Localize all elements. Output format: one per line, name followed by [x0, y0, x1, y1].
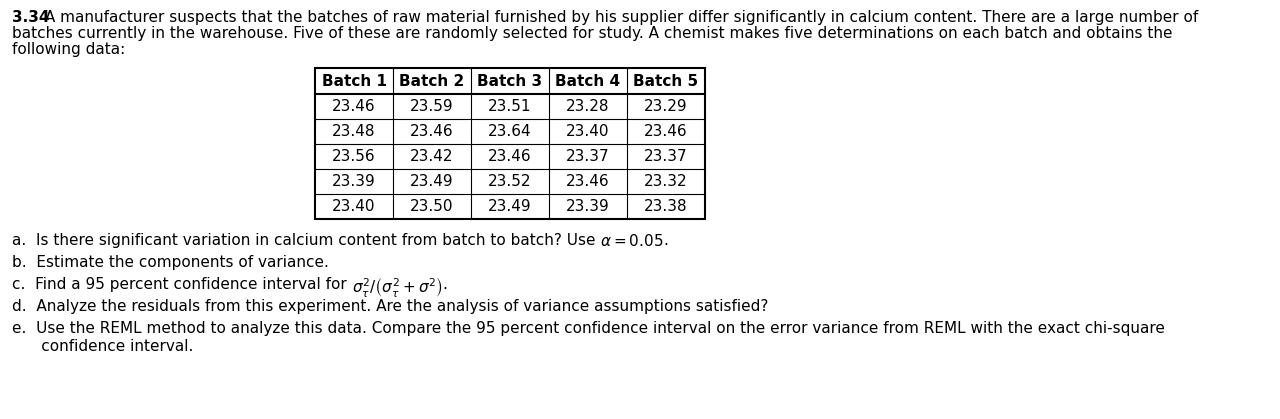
Text: Batch 2: Batch 2	[399, 73, 465, 88]
Text: .: .	[664, 233, 668, 248]
Text: confidence interval.: confidence interval.	[12, 339, 193, 354]
Text: 23.38: 23.38	[644, 199, 687, 214]
Text: 23.56: 23.56	[333, 149, 376, 164]
Text: Batch 3: Batch 3	[477, 73, 543, 88]
Text: 23.48: 23.48	[333, 124, 376, 139]
Text: .: .	[443, 277, 448, 292]
Text: Batch 4: Batch 4	[556, 73, 621, 88]
Text: 23.39: 23.39	[566, 199, 609, 214]
Text: 23.59: 23.59	[410, 99, 454, 114]
Text: Batch 5: Batch 5	[634, 73, 699, 88]
Text: e.  Use the REML method to analyze this data. Compare the 95 percent confidence : e. Use the REML method to analyze this d…	[12, 321, 1165, 336]
Text: following data:: following data:	[12, 42, 125, 57]
Text: 23.39: 23.39	[332, 174, 376, 189]
Text: 23.32: 23.32	[644, 174, 687, 189]
Text: 23.49: 23.49	[410, 174, 454, 189]
Text: c.  Find a 95 percent confidence interval for: c. Find a 95 percent confidence interval…	[12, 277, 352, 292]
Text: 23.50: 23.50	[411, 199, 453, 214]
Text: b.  Estimate the components of variance.: b. Estimate the components of variance.	[12, 255, 329, 270]
Text: a.  Is there significant variation in calcium content from batch to batch? Use: a. Is there significant variation in cal…	[12, 233, 600, 248]
Text: 23.40: 23.40	[333, 199, 376, 214]
Text: 23.28: 23.28	[566, 99, 609, 114]
Text: A manufacturer suspects that the batches of raw material furnished by his suppli: A manufacturer suspects that the batches…	[40, 10, 1198, 25]
Text: 23.52: 23.52	[488, 174, 531, 189]
Text: 23.42: 23.42	[411, 149, 453, 164]
Text: 23.29: 23.29	[644, 99, 687, 114]
Text: 23.64: 23.64	[488, 124, 531, 139]
Text: 23.46: 23.46	[488, 149, 531, 164]
Text: 23.46: 23.46	[566, 174, 609, 189]
Text: batches currently in the warehouse. Five of these are randomly selected for stud: batches currently in the warehouse. Five…	[12, 26, 1172, 41]
Text: 23.46: 23.46	[333, 99, 376, 114]
Text: 23.49: 23.49	[488, 199, 531, 214]
Text: 23.46: 23.46	[410, 124, 454, 139]
Text: 23.37: 23.37	[566, 149, 609, 164]
Text: $\alpha = 0.05$: $\alpha = 0.05$	[600, 233, 664, 249]
Text: d.  Analyze the residuals from this experiment. Are the analysis of variance ass: d. Analyze the residuals from this exper…	[12, 299, 768, 314]
Text: 23.46: 23.46	[644, 124, 687, 139]
Bar	[315, 68, 705, 219]
Text: 23.37: 23.37	[644, 149, 687, 164]
Text: 3.34: 3.34	[12, 10, 50, 25]
Text: 23.51: 23.51	[488, 99, 531, 114]
Text: Batch 1: Batch 1	[321, 73, 387, 88]
Text: 23.40: 23.40	[566, 124, 609, 139]
Text: $\sigma_{\tau}^2/ \left(\sigma_{\tau}^2 + \sigma^2\right)$: $\sigma_{\tau}^2/ \left(\sigma_{\tau}^2 …	[352, 277, 443, 300]
